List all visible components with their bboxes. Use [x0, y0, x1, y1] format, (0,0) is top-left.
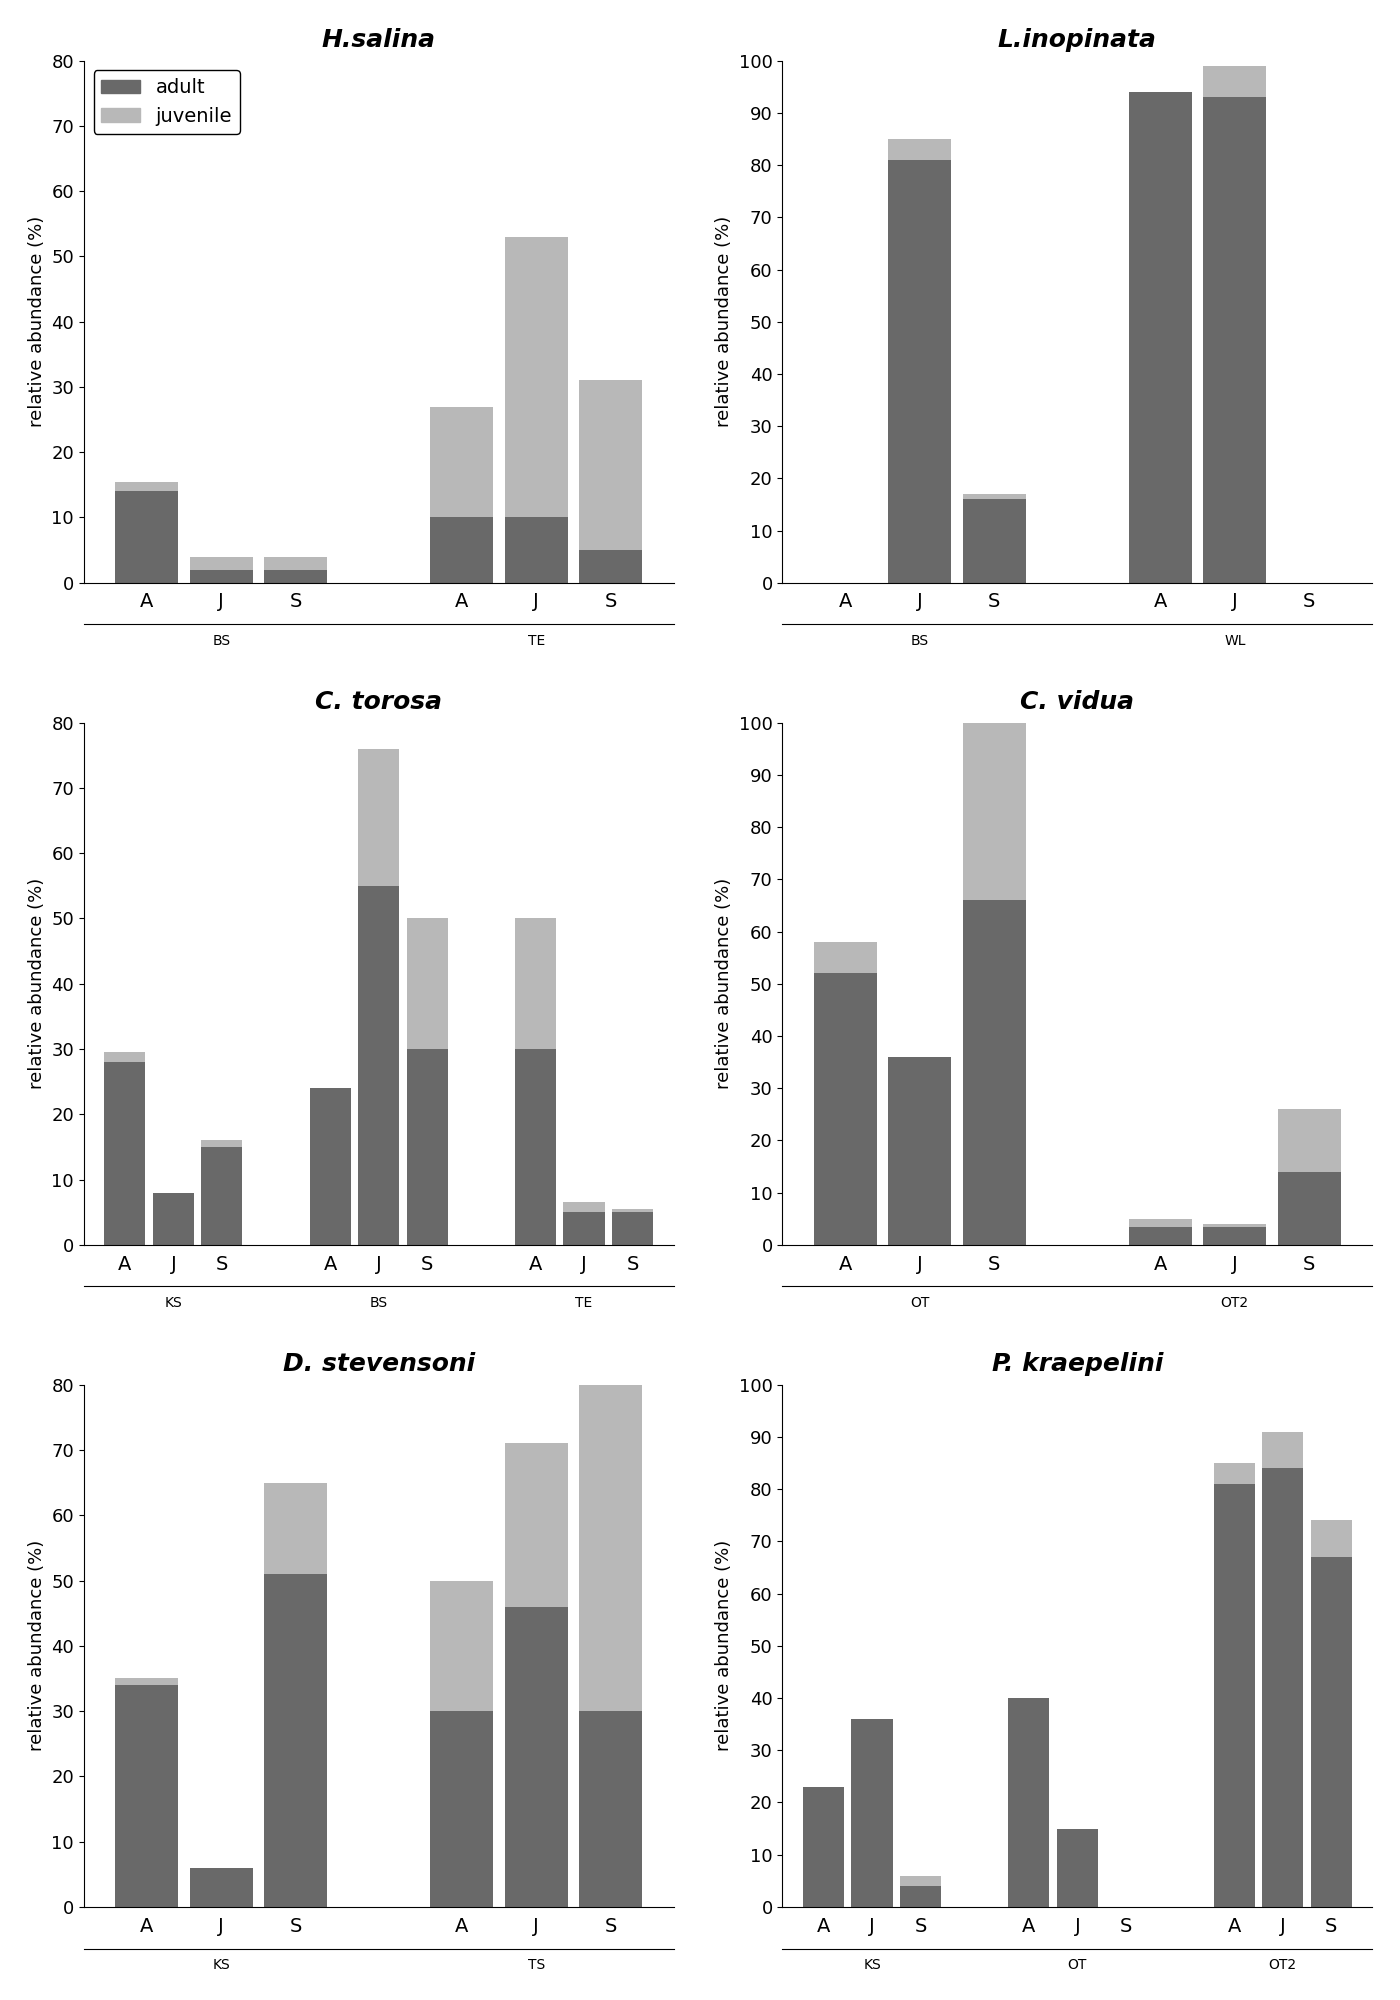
Bar — [407, 918, 448, 1050]
Title: P. kraepelini: P. kraepelini — [991, 1352, 1163, 1376]
Bar — [963, 500, 1026, 582]
Bar — [1310, 1558, 1351, 1906]
Bar — [504, 518, 567, 582]
Bar — [1008, 1698, 1050, 1906]
Bar — [1263, 1468, 1303, 1906]
Bar — [580, 380, 643, 550]
Bar — [1263, 1432, 1303, 1468]
Title: C. vidua: C. vidua — [1021, 690, 1134, 714]
Bar — [430, 406, 493, 518]
Bar — [580, 550, 643, 582]
Bar — [358, 748, 399, 886]
Bar — [612, 1212, 652, 1244]
Bar — [563, 1212, 605, 1244]
Bar — [190, 556, 253, 570]
Y-axis label: relative abundance (%): relative abundance (%) — [715, 878, 734, 1090]
Bar — [813, 974, 876, 1244]
Bar — [1057, 1828, 1098, 1906]
Bar — [813, 942, 876, 974]
Bar — [265, 1482, 328, 1574]
Y-axis label: relative abundance (%): relative abundance (%) — [28, 1540, 46, 1752]
Bar — [190, 570, 253, 582]
Y-axis label: relative abundance (%): relative abundance (%) — [28, 878, 46, 1090]
Bar — [1203, 1224, 1266, 1226]
Bar — [1214, 1484, 1254, 1906]
Bar — [265, 1574, 328, 1906]
Bar — [900, 1876, 941, 1886]
Bar — [202, 1146, 242, 1244]
Bar — [1278, 1110, 1341, 1172]
Bar — [504, 236, 567, 518]
Bar — [430, 1580, 493, 1712]
Bar — [580, 1384, 643, 1712]
Bar — [115, 492, 178, 582]
Bar — [265, 570, 328, 582]
Legend: adult, juvenile: adult, juvenile — [94, 70, 239, 134]
Bar — [115, 1678, 178, 1684]
Title: L.inopinata: L.inopinata — [998, 28, 1156, 52]
Bar — [430, 518, 493, 582]
Bar — [1214, 1464, 1254, 1484]
Bar — [504, 1606, 567, 1906]
Title: D. stevensoni: D. stevensoni — [283, 1352, 475, 1376]
Bar — [580, 1712, 643, 1906]
Bar — [804, 1786, 844, 1906]
Title: C. torosa: C. torosa — [315, 690, 442, 714]
Y-axis label: relative abundance (%): relative abundance (%) — [715, 1540, 734, 1752]
Bar — [153, 1192, 195, 1244]
Bar — [1128, 1226, 1191, 1244]
Bar — [430, 1712, 493, 1906]
Bar — [265, 556, 328, 570]
Bar — [105, 1052, 146, 1062]
Title: H.salina: H.salina — [322, 28, 435, 52]
Bar — [202, 1140, 242, 1146]
Bar — [1310, 1520, 1351, 1558]
Bar — [1203, 66, 1266, 98]
Bar — [851, 1718, 893, 1906]
Bar — [105, 1062, 146, 1244]
Bar — [889, 138, 952, 160]
Bar — [889, 1056, 952, 1244]
Bar — [963, 722, 1026, 900]
Y-axis label: relative abundance (%): relative abundance (%) — [28, 216, 46, 428]
Bar — [1278, 1172, 1341, 1244]
Bar — [504, 1444, 567, 1606]
Bar — [190, 1868, 253, 1906]
Bar — [1128, 92, 1191, 582]
Bar — [900, 1886, 941, 1906]
Bar — [563, 1202, 605, 1212]
Bar — [1203, 1226, 1266, 1244]
Bar — [515, 1050, 556, 1244]
Bar — [407, 1050, 448, 1244]
Bar — [889, 160, 952, 582]
Bar — [1203, 98, 1266, 582]
Bar — [115, 482, 178, 492]
Y-axis label: relative abundance (%): relative abundance (%) — [715, 216, 734, 428]
Bar — [1128, 1218, 1191, 1226]
Bar — [963, 494, 1026, 500]
Bar — [612, 1208, 652, 1212]
Bar — [515, 918, 556, 1050]
Bar — [963, 900, 1026, 1244]
Bar — [358, 886, 399, 1244]
Bar — [115, 1684, 178, 1906]
Bar — [309, 1088, 351, 1244]
